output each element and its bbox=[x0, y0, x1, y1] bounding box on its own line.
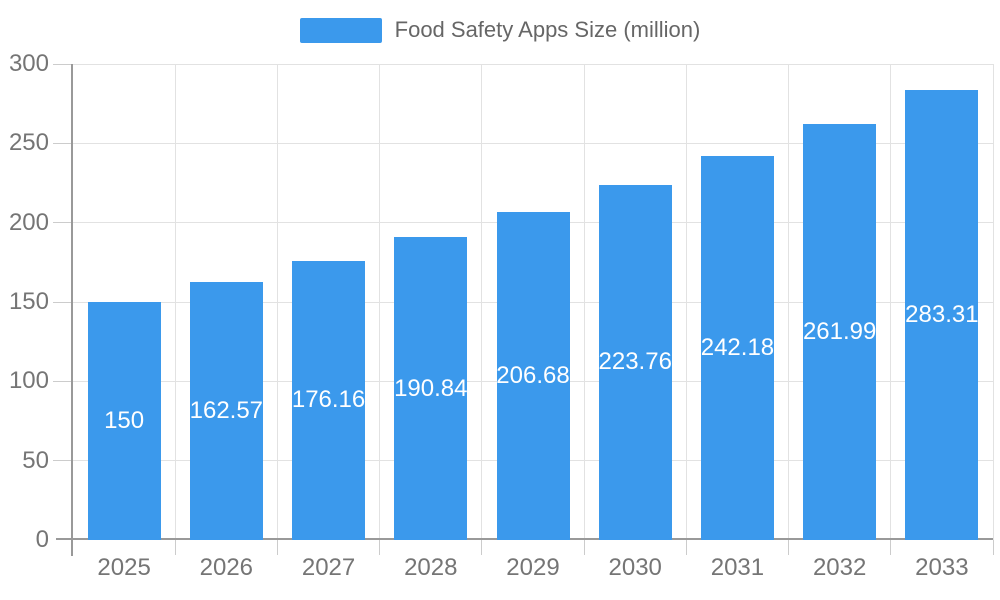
y-axis-tick bbox=[53, 63, 73, 65]
bar-value-label: 242.18 bbox=[700, 333, 775, 361]
bar-value-label: 261.99 bbox=[802, 318, 877, 346]
y-axis-label: 100 bbox=[8, 367, 49, 395]
x-axis-label: 2031 bbox=[710, 554, 765, 581]
bar-value-label: 190.84 bbox=[394, 374, 468, 402]
y-axis-tick bbox=[53, 460, 73, 462]
x-axis-tick bbox=[788, 540, 790, 555]
bar: 261.99 bbox=[803, 124, 876, 540]
bar: 150 bbox=[87, 302, 161, 540]
bar: 162.57 bbox=[190, 282, 263, 540]
x-axis-tick bbox=[583, 540, 585, 555]
x-axis-label: 2028 bbox=[404, 554, 458, 581]
y-axis-tick bbox=[53, 380, 73, 382]
bar-value-label: 283.31 bbox=[905, 301, 979, 329]
x-axis-tick bbox=[276, 540, 278, 555]
y-axis-label: 50 bbox=[22, 446, 49, 474]
bar: 190.84 bbox=[394, 237, 467, 540]
y-gridline bbox=[73, 142, 993, 144]
y-axis-line bbox=[71, 64, 73, 556]
x-gridline bbox=[685, 64, 687, 540]
bar-value-label: 162.57 bbox=[189, 397, 264, 425]
y-axis-label: 0 bbox=[35, 526, 49, 553]
x-axis-tick bbox=[174, 540, 176, 555]
bar: 206.68 bbox=[496, 212, 570, 540]
plot-area: 0 50 100 150 200 250 300 150 2025 162.57 2026 176.1… bbox=[9, 50, 994, 581]
y-axis-tick bbox=[53, 142, 73, 144]
y-axis-tick bbox=[53, 222, 73, 224]
bar-value-label: 206.68 bbox=[496, 362, 570, 390]
y-gridline bbox=[73, 63, 993, 65]
x-axis-label: 2026 bbox=[199, 554, 254, 581]
x-axis-tick bbox=[992, 540, 994, 555]
x-gridline bbox=[992, 64, 994, 540]
x-axis-tick bbox=[890, 540, 892, 555]
bar: 242.18 bbox=[700, 155, 775, 540]
y-axis-tick bbox=[53, 301, 73, 303]
bar-value-label: 223.76 bbox=[598, 348, 672, 376]
x-axis-label: 2025 bbox=[97, 554, 151, 581]
y-axis-label: 200 bbox=[8, 208, 49, 236]
y-axis-label: 250 bbox=[8, 129, 49, 157]
x-axis-label: 2030 bbox=[608, 554, 662, 581]
bar: 176.16 bbox=[291, 260, 366, 540]
bar-value-label: 150 bbox=[104, 407, 145, 434]
x-gridline bbox=[481, 64, 483, 540]
legend-swatch-icon bbox=[299, 17, 382, 43]
x-gridline bbox=[276, 64, 278, 540]
x-gridline bbox=[174, 64, 176, 540]
x-axis-label: 2033 bbox=[915, 554, 969, 581]
y-axis-label: 300 bbox=[8, 50, 49, 77]
x-axis-label: 2029 bbox=[506, 554, 560, 581]
bar: 223.76 bbox=[598, 184, 672, 540]
x-axis-label: 2032 bbox=[812, 554, 867, 581]
legend: Food Safety Apps Size (million) bbox=[0, 17, 1000, 43]
x-gridline bbox=[890, 64, 892, 540]
y-axis-label: 150 bbox=[8, 288, 49, 315]
x-axis-tick bbox=[685, 540, 687, 555]
x-axis-tick bbox=[481, 540, 483, 555]
x-axis-tick bbox=[379, 540, 381, 555]
bar-value-label: 176.16 bbox=[291, 386, 366, 414]
x-gridline bbox=[583, 64, 585, 540]
x-gridline bbox=[788, 64, 790, 540]
legend-label: Food Safety Apps Size (million) bbox=[394, 17, 701, 42]
x-axis-label: 2027 bbox=[301, 554, 356, 581]
bar: 283.31 bbox=[905, 90, 979, 540]
x-gridline bbox=[379, 64, 381, 540]
